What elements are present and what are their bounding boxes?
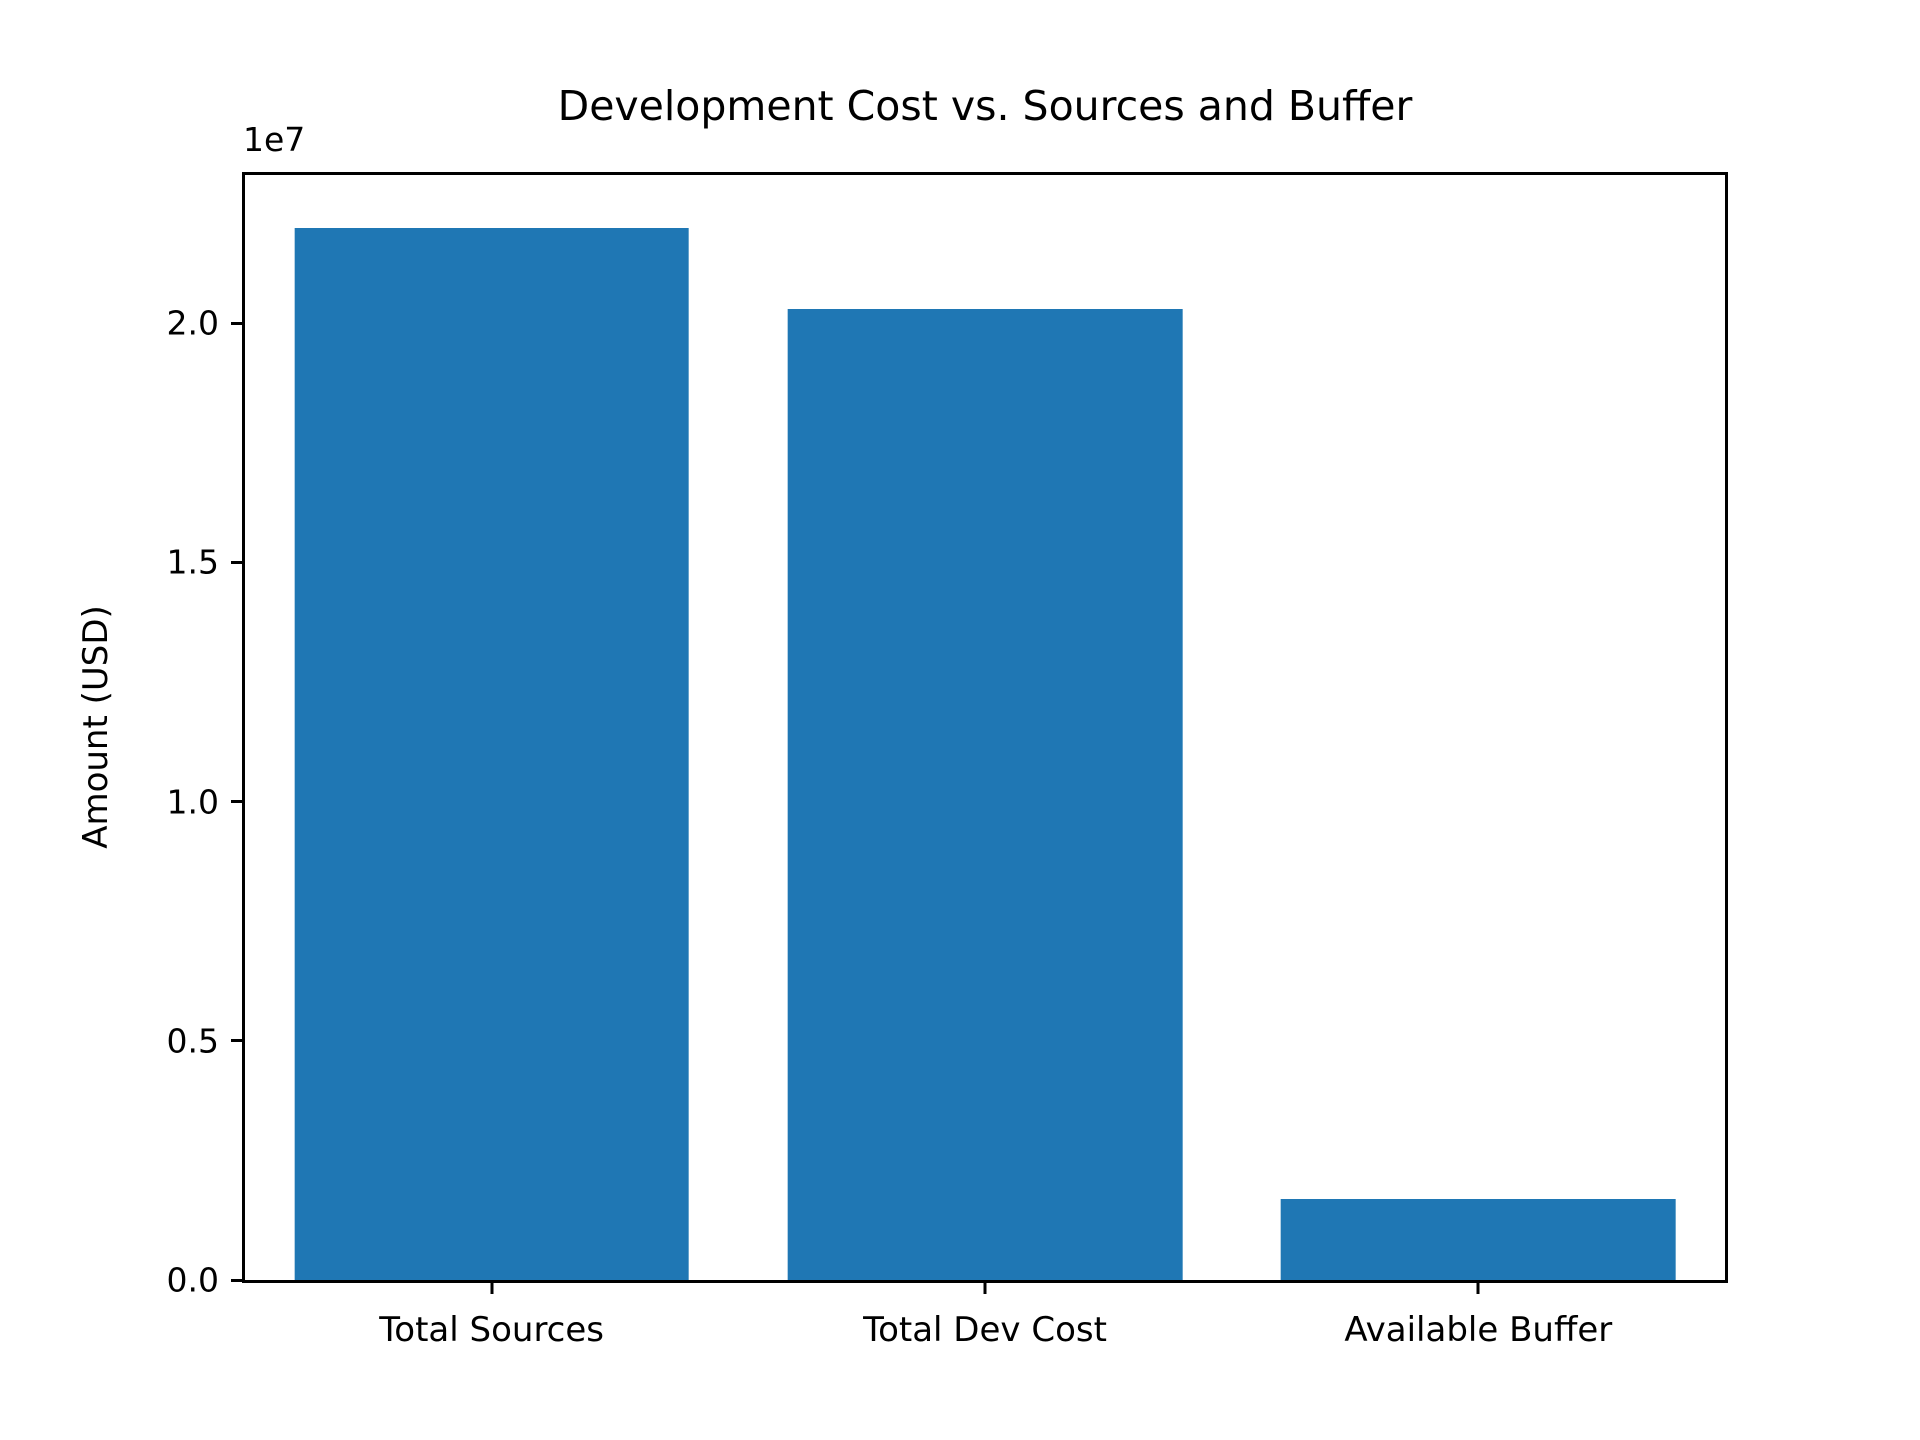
chart-title: Development Cost vs. Sources and Buffer bbox=[557, 82, 1413, 130]
y-axis-label: Amount (USD) bbox=[76, 605, 116, 849]
y-tick-mark bbox=[231, 1278, 242, 1282]
x-tick-mark bbox=[490, 1283, 494, 1294]
y-tick-mark bbox=[231, 800, 242, 804]
x-tick-label: Total Dev Cost bbox=[863, 1310, 1107, 1350]
x-tick-mark bbox=[1476, 1283, 1480, 1294]
y-tick-mark bbox=[231, 1039, 242, 1043]
y-tick-label: 1.5 bbox=[166, 542, 219, 582]
bar-available-buffer bbox=[1281, 1198, 1676, 1280]
y-tick-label: 0.5 bbox=[166, 1021, 219, 1061]
y-tick-label: 0.0 bbox=[166, 1260, 219, 1300]
bar-total-dev-cost bbox=[787, 308, 1183, 1280]
y-tick-label: 1.0 bbox=[166, 782, 219, 822]
bar-total-sources bbox=[294, 227, 689, 1280]
y-tick-mark bbox=[231, 321, 242, 325]
plot-area: 0.0 0.5 1.0 1.5 2.0 Total Sources Total Dev C… bbox=[167, 172, 1728, 1350]
y-axis-offset-label: 1e7 bbox=[243, 120, 306, 159]
x-tick-mark bbox=[983, 1283, 987, 1294]
x-tick-label: Total Sources bbox=[379, 1310, 605, 1350]
y-tick-mark bbox=[231, 560, 242, 564]
x-tick-label: Available Buffer bbox=[1344, 1310, 1613, 1350]
y-tick-label: 2.0 bbox=[166, 303, 219, 343]
